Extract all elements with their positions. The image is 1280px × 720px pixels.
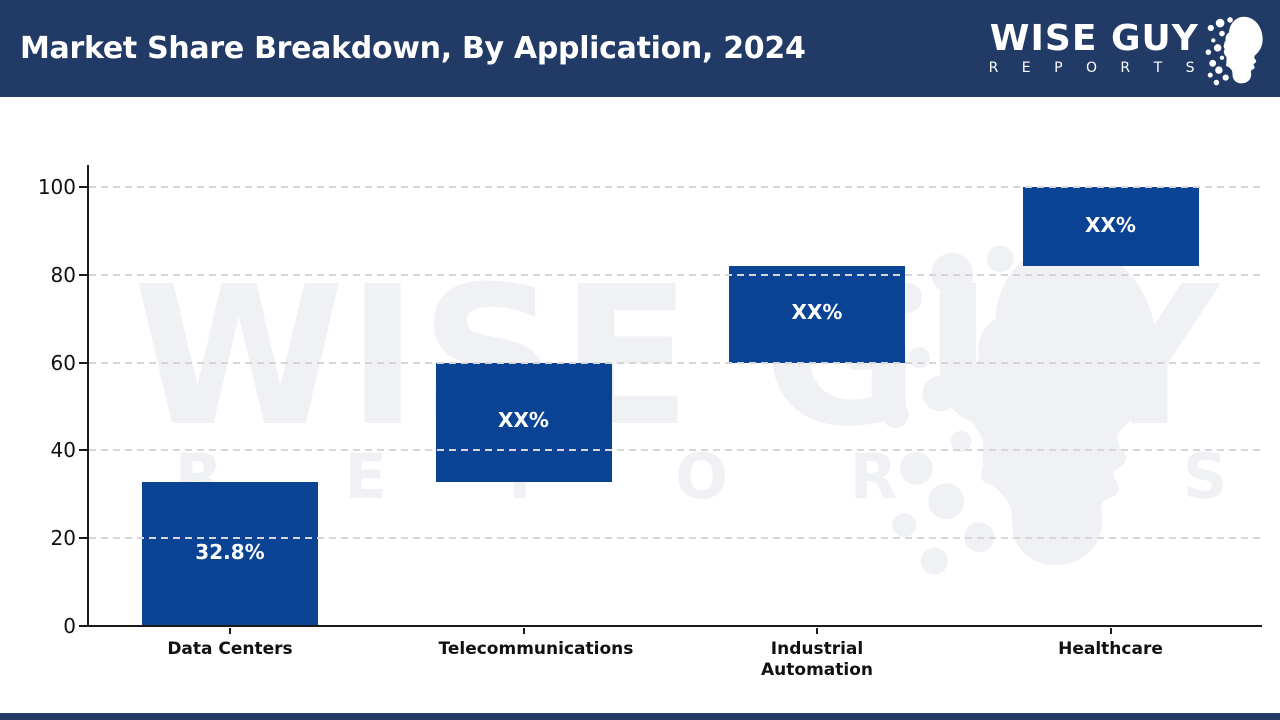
y-tick-label: 40	[50, 438, 76, 463]
y-tick-label: 20	[50, 526, 76, 551]
category-label: Healthcare	[1058, 639, 1163, 659]
x-axis-line	[87, 625, 1262, 627]
x-axis-tick	[522, 628, 525, 634]
bar-segment	[1022, 187, 1199, 267]
bar-segment	[142, 482, 318, 626]
header-bar: Market Share Breakdown, By Application, …	[0, 0, 1280, 97]
bar-value-label: 32.8%	[195, 540, 265, 564]
bar-value-label: XX%	[1085, 212, 1136, 237]
gridline	[89, 273, 1262, 276]
footer-bar	[0, 713, 1280, 720]
brand-logo: WISE GUY R E P O R T S	[989, 6, 1266, 92]
y-axis-tick	[79, 537, 87, 540]
gridline	[89, 537, 1262, 540]
y-tick-label: 60	[50, 350, 76, 375]
y-axis-tick	[79, 449, 87, 452]
bar-segment	[729, 266, 905, 363]
gridline	[89, 449, 1262, 452]
y-axis-tick	[79, 186, 87, 188]
brand-subtitle: R E P O R T S	[988, 60, 1204, 76]
gridline	[89, 361, 1262, 364]
y-axis-tick	[79, 625, 87, 627]
page-title: Market Share Breakdown, By Application, …	[20, 31, 806, 66]
bar-value-label: XX%	[498, 408, 549, 433]
x-axis-tick	[816, 628, 818, 634]
y-axis-tick	[79, 273, 87, 276]
category-label: Data Centers	[167, 639, 293, 659]
category-label: Industrial Automation	[761, 639, 873, 680]
y-axis-tick	[79, 361, 87, 364]
y-tick-label: 80	[50, 262, 76, 287]
x-axis-tick	[229, 628, 231, 634]
bar-chart: 0 20 40 60 80 100 32.8% XX% XX% XX% Data Centers Te…	[0, 97, 1280, 713]
bar-segment	[435, 362, 612, 482]
face-profile-dots-icon	[1205, 16, 1263, 86]
brand-logo-text: WISE GUY R E P O R T S	[985, 18, 1204, 77]
y-tick-label: 0	[63, 614, 76, 638]
x-axis-tick	[1109, 628, 1112, 634]
category-label: Telecommunications	[438, 639, 634, 659]
y-tick-label: 100	[37, 175, 76, 199]
gridline	[89, 186, 1262, 188]
brand-name: WISE GUY	[989, 18, 1199, 59]
y-axis-line	[87, 165, 89, 627]
bar-value-label: XX%	[791, 300, 843, 325]
